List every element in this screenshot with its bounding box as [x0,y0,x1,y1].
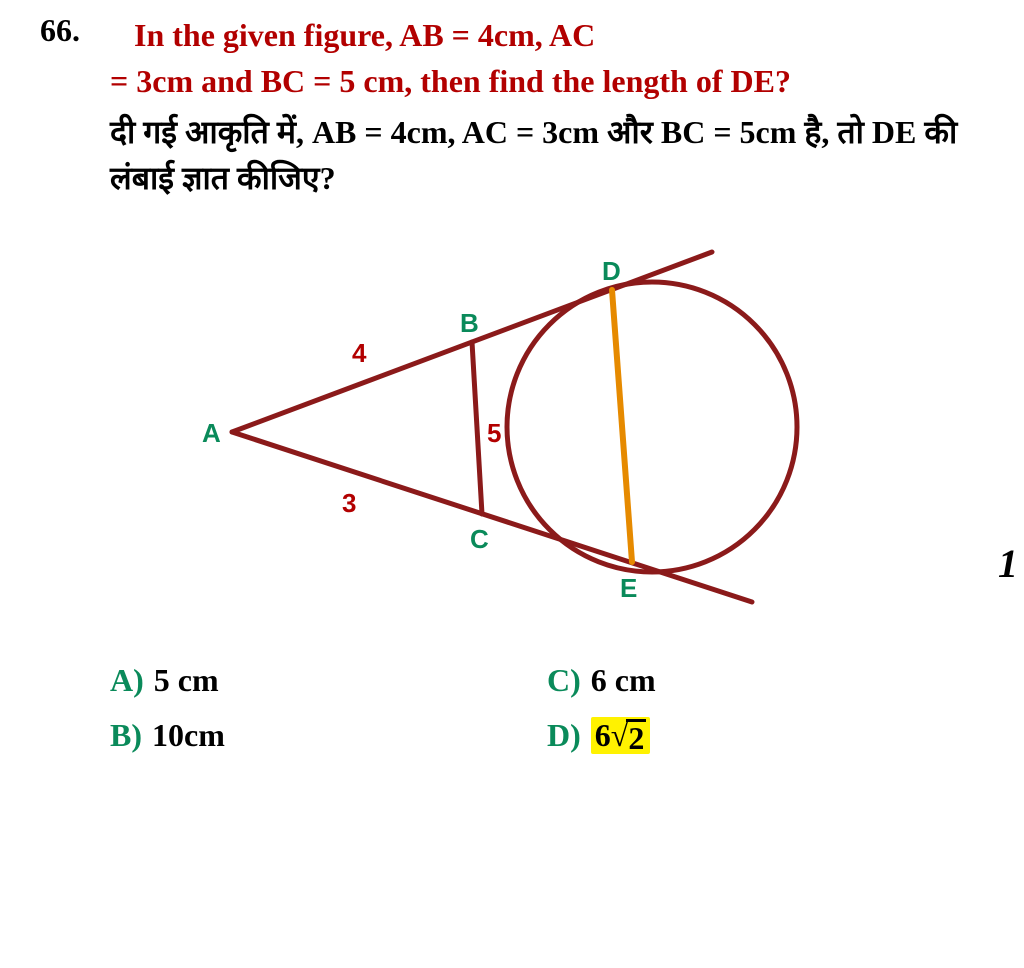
chord-de [612,290,632,562]
label-a: A [202,418,221,448]
question-header: 66. In the given figure, AB = 4cm, AC [40,12,984,58]
question-block: 66. In the given figure, AB = 4cm, AC = … [0,0,1024,792]
option-c[interactable]: C) 6 cm [547,662,984,699]
label-d: D [602,256,621,286]
option-d-sqrt-arg: 2 [626,719,646,754]
geometry-figure: 4 3 5 A B C D E [192,232,832,632]
chord-bc [472,342,482,514]
question-en-rest: = 3cm and BC = 5 cm, then find the lengt… [110,58,984,104]
option-d-prefix: 6 [595,717,611,753]
option-a[interactable]: A) 5 cm [110,662,547,699]
len-ab: 4 [352,338,367,368]
option-d-letter: D) [547,717,581,754]
option-b[interactable]: B) 10cm [110,717,547,754]
side-page-mark: 1 [998,540,1018,587]
label-c: C [470,524,489,554]
question-number: 66. [40,12,130,49]
circle [507,282,797,572]
label-e: E [620,573,637,603]
option-b-text: 10cm [152,717,225,754]
options-grid: A) 5 cm C) 6 cm B) 10cm D) 6√2 [110,662,984,772]
len-bc: 5 [487,418,501,448]
question-hindi: दी गई आकृति में, AB = 4cm, AC = 3cm और B… [110,109,984,202]
question-en-line1: In the given figure, AB = 4cm, AC [134,17,595,53]
option-a-text: 5 cm [154,662,219,699]
option-c-text: 6 cm [591,662,656,699]
option-a-letter: A) [110,662,144,699]
option-c-letter: C) [547,662,581,699]
option-d[interactable]: D) 6√2 [547,717,984,754]
figure-container: 4 3 5 A B C D E [40,232,984,632]
option-d-text: 6√2 [591,717,651,754]
ray-bottom [232,432,752,602]
label-b: B [460,308,479,338]
option-b-letter: B) [110,717,142,754]
len-ac: 3 [342,488,356,518]
sqrt-icon: √2 [611,719,647,754]
